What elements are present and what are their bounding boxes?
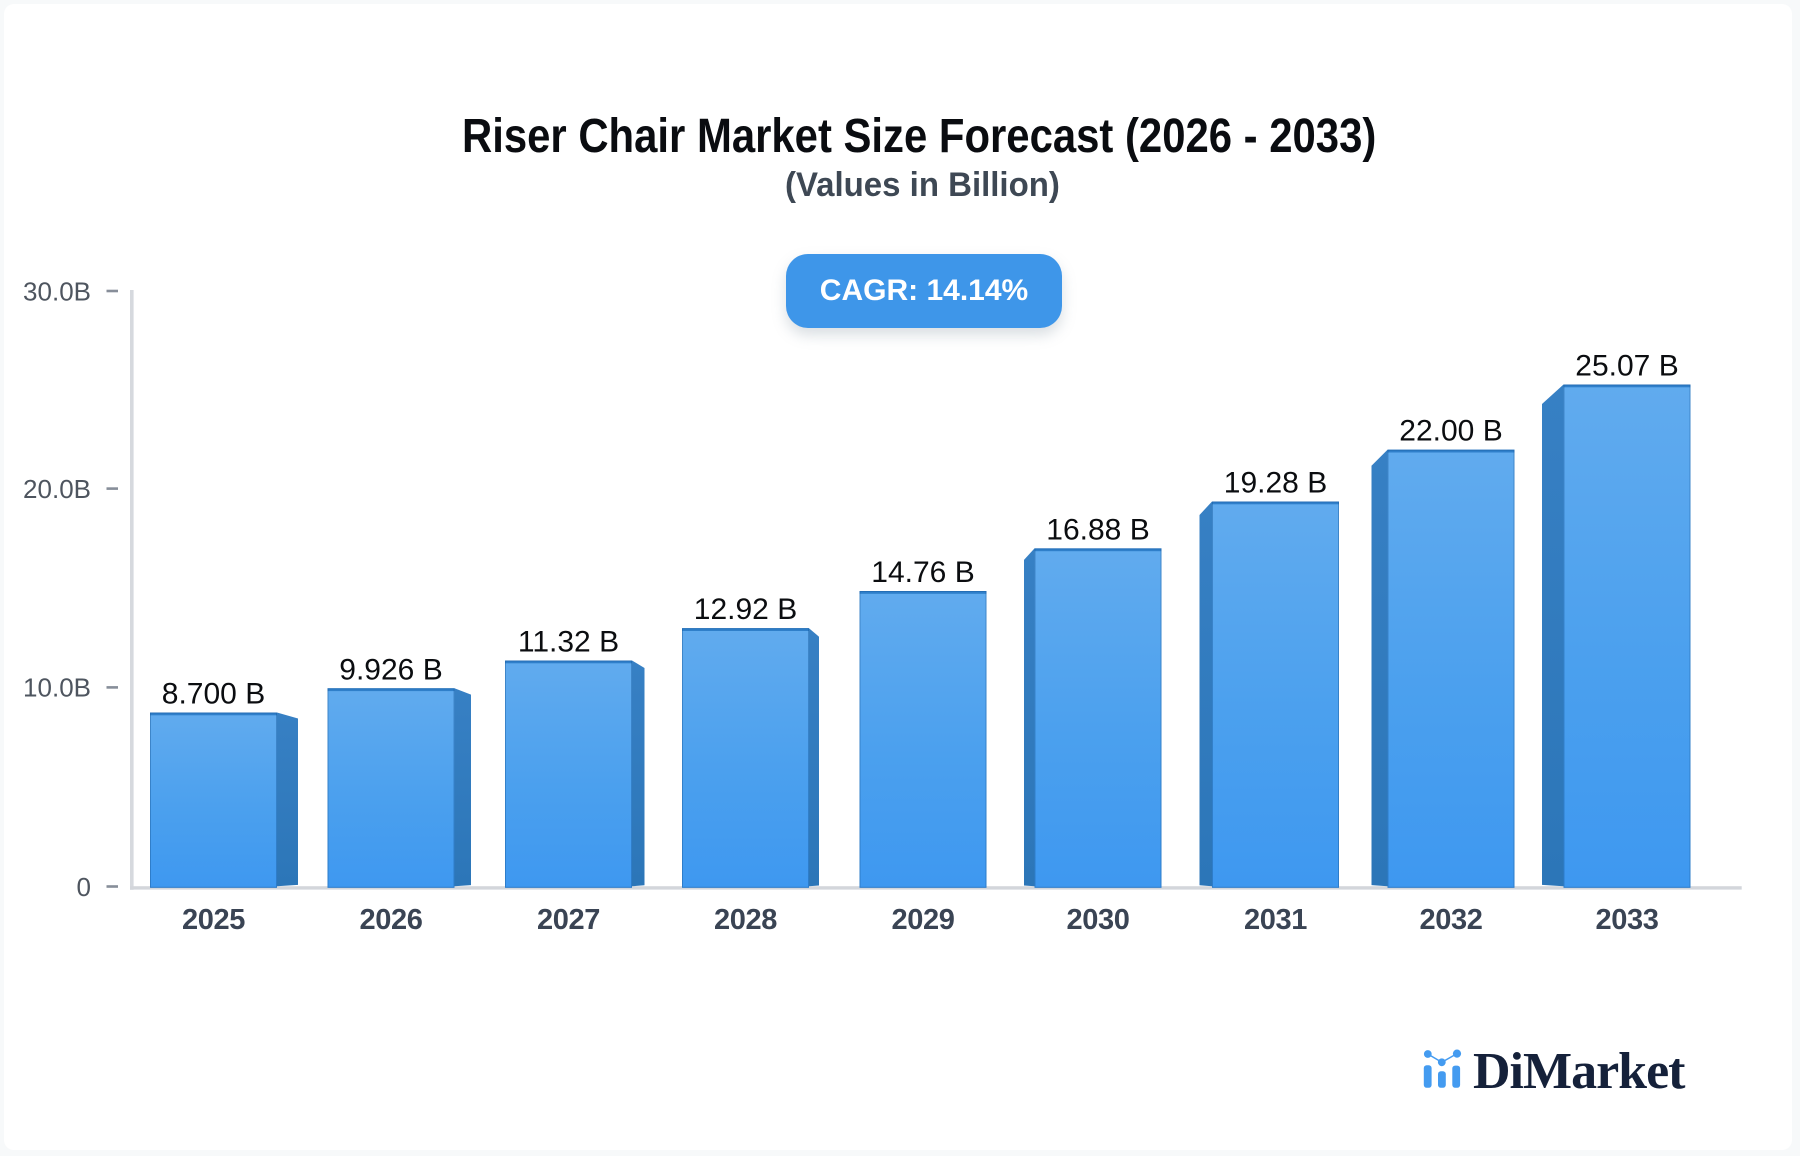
svg-text:2032: 2032 [1420,904,1483,936]
svg-text:22.00 B: 22.00 B [1399,415,1502,448]
svg-text:2028: 2028 [714,904,777,936]
svg-text:8.700 B: 8.700 B [162,678,265,711]
svg-text:0: 0 [77,872,91,902]
svg-text:16.88 B: 16.88 B [1046,513,1149,546]
svg-text:2030: 2030 [1067,904,1130,936]
svg-text:2025: 2025 [182,904,245,936]
svg-text:9.926 B: 9.926 B [339,653,442,686]
svg-text:10.0B: 10.0B [23,673,91,703]
svg-text:2031: 2031 [1244,904,1307,936]
svg-text:2027: 2027 [537,904,600,936]
svg-text:2026: 2026 [360,904,423,936]
svg-text:25.07 B: 25.07 B [1575,350,1678,383]
svg-text:14.76 B: 14.76 B [871,556,974,589]
svg-text:12.92 B: 12.92 B [694,593,797,626]
svg-text:2029: 2029 [892,904,955,936]
svg-text:30.0B: 30.0B [23,276,91,306]
svg-text:2033: 2033 [1596,904,1659,936]
svg-text:19.28 B: 19.28 B [1224,467,1327,500]
svg-text:DiMarket: DiMarket [1473,1043,1686,1100]
svg-text:11.32 B: 11.32 B [518,626,619,659]
svg-text:20.0B: 20.0B [23,474,91,504]
